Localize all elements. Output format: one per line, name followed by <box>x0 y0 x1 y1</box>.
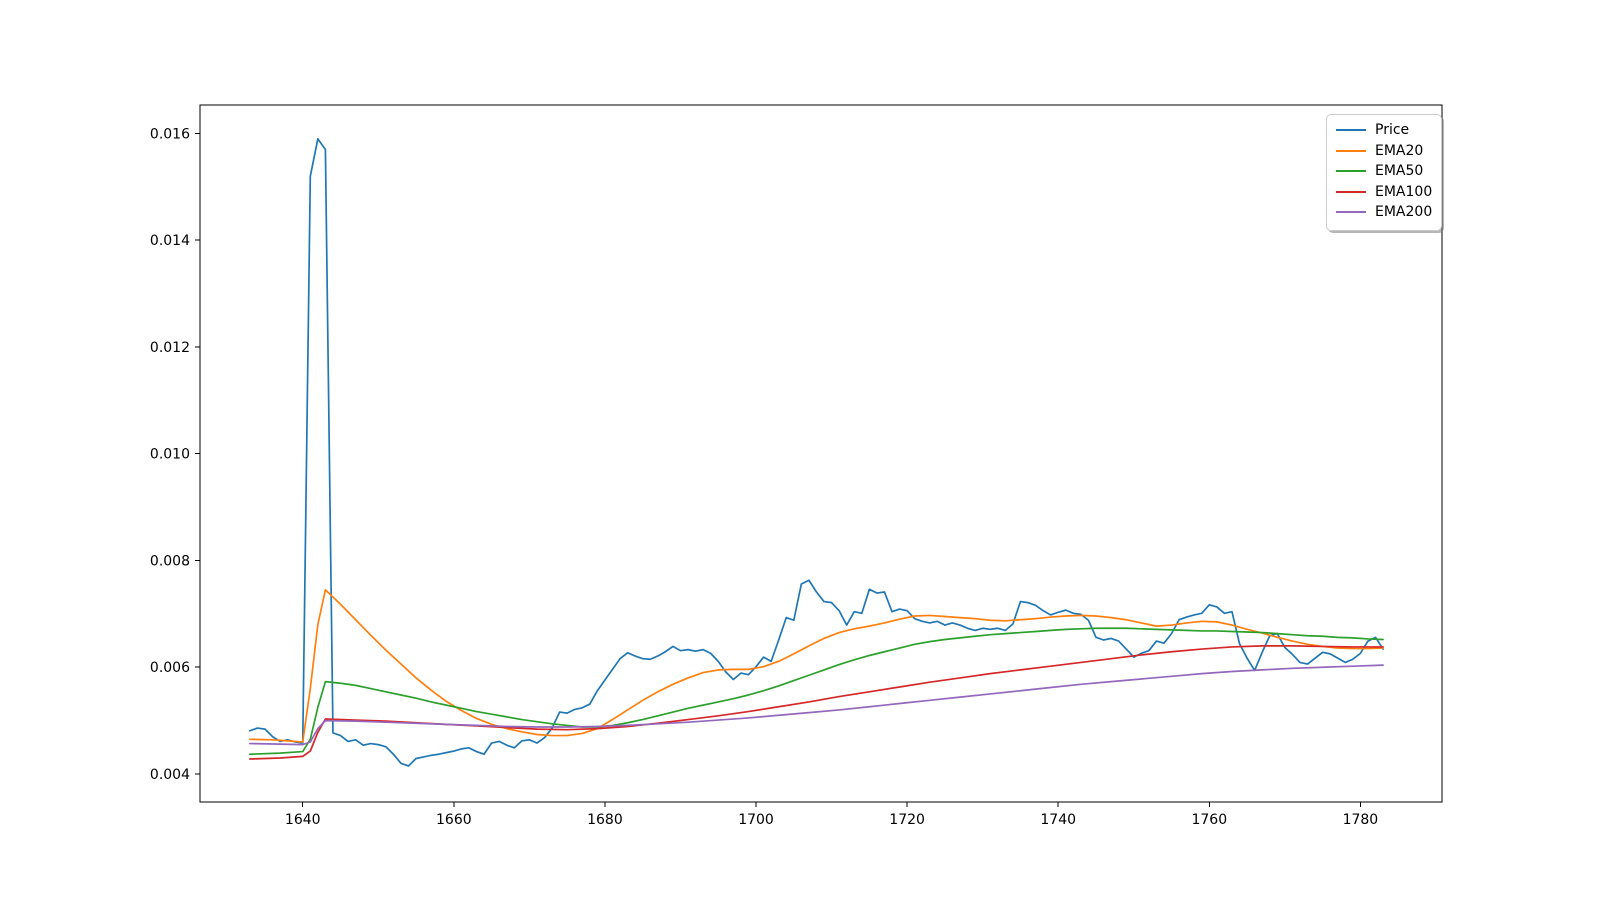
x-tick-label: 1640 <box>285 812 321 828</box>
y-tick-label: 0.006 <box>150 660 190 676</box>
legend-item-ema50: EMA50 <box>1336 161 1432 182</box>
x-tick-label: 1660 <box>436 812 472 828</box>
legend-label: EMA20 <box>1375 142 1424 159</box>
x-tick-label: 1700 <box>738 812 774 828</box>
legend-label: Price <box>1375 122 1410 138</box>
series-line-ema20 <box>249 588 1384 743</box>
legend-item-ema20: EMA20 <box>1336 141 1432 162</box>
y-tick-label: 0.012 <box>150 340 190 356</box>
x-tick-label: 1740 <box>1040 812 1076 828</box>
y-tick-label: 0.014 <box>150 233 190 249</box>
legend-swatch-ema50 <box>1336 170 1366 173</box>
legend-label: EMA200 <box>1375 204 1433 220</box>
y-tick-label: 0.004 <box>150 767 190 783</box>
y-tick-label: 0.016 <box>150 127 190 143</box>
series-line-ema100 <box>249 645 1384 760</box>
series-line-ema50 <box>249 627 1384 756</box>
axes-frame <box>199 104 1443 803</box>
x-tick-label: 1720 <box>889 812 925 828</box>
legend-swatch-price <box>1336 129 1366 132</box>
series-line-price <box>249 137 1384 767</box>
legend-label: EMA50 <box>1375 163 1424 179</box>
x-tick-label: 1780 <box>1343 812 1379 828</box>
legend-item-ema100: EMA100 <box>1336 182 1432 203</box>
legend-swatch-ema200 <box>1336 211 1366 214</box>
legend-item-ema200: EMA200 <box>1336 202 1432 223</box>
x-tick-label: 1680 <box>587 812 623 828</box>
legend-swatch-ema20 <box>1336 149 1366 152</box>
y-tick-label: 0.008 <box>150 553 190 569</box>
legend-item-price: Price <box>1336 120 1432 141</box>
legend-swatch-ema100 <box>1336 190 1366 193</box>
legend: Price EMA20 EMA50 EMA100 EMA200 <box>1326 114 1443 231</box>
x-tick-label: 1760 <box>1191 812 1227 828</box>
y-tick-label: 0.010 <box>150 447 190 463</box>
legend-label: EMA100 <box>1375 183 1433 200</box>
series-line-ema200 <box>249 664 1384 746</box>
